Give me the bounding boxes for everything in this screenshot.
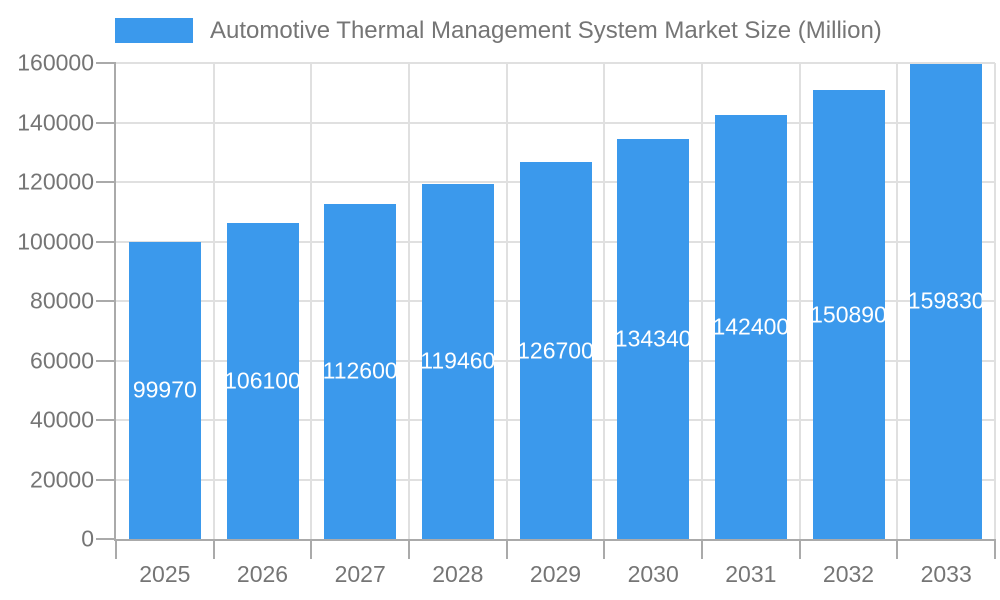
y-axis-tick: [96, 359, 116, 362]
y-gridline: [116, 62, 995, 64]
bar: 106100: [226, 223, 299, 539]
bar-value-label: 126700: [519, 337, 592, 364]
x-axis-tick: [212, 539, 215, 559]
y-axis-label: 140000: [17, 109, 94, 135]
y-axis-tick: [96, 121, 116, 124]
x-gridline: [798, 63, 801, 539]
y-axis-label: 160000: [17, 49, 94, 76]
y-axis-tick: [96, 181, 116, 183]
x-axis-label: 2032: [822, 561, 875, 587]
bar-value-label: 142400: [714, 313, 787, 340]
x-axis-label: 2033: [920, 561, 972, 587]
bar: 142400: [714, 115, 787, 539]
x-gridline: [505, 63, 508, 539]
bar-value-label: 99970: [132, 376, 197, 403]
bar-value-label: 134340: [617, 325, 690, 352]
x-axis-label: 2028: [432, 561, 484, 587]
x-axis-line: [114, 539, 995, 541]
y-axis-label: 60000: [30, 347, 94, 373]
x-gridline: [408, 63, 410, 539]
x-axis-tick: [798, 539, 801, 559]
x-axis-tick: [310, 539, 313, 559]
y-axis-line: [114, 63, 116, 539]
x-gridline: [994, 63, 996, 539]
x-axis-label: 2027: [334, 561, 386, 587]
y-axis-label: 80000: [30, 287, 94, 314]
x-axis-label: 2031: [725, 561, 777, 587]
y-axis-tick: [96, 62, 116, 64]
bar: 159830: [910, 63, 983, 539]
x-axis-tick: [603, 539, 606, 559]
x-axis-label: 2029: [529, 561, 582, 587]
legend-label[interactable]: Automotive Thermal Management System Mar…: [210, 17, 882, 44]
x-gridline: [603, 63, 606, 539]
bar: 126700: [519, 162, 592, 539]
legend[interactable]: Automotive Thermal Management System Mar…: [115, 17, 882, 45]
x-axis-label: 2030: [627, 561, 679, 587]
x-axis-tick: [896, 539, 899, 559]
x-gridline: [896, 63, 899, 539]
bar: 134340: [617, 139, 690, 539]
bar: 99970: [128, 241, 201, 539]
y-axis-tick: [96, 478, 116, 481]
y-axis-tick: [96, 419, 116, 421]
y-axis-tick: [96, 300, 116, 302]
legend-swatch-icon[interactable]: [115, 18, 193, 44]
x-gridline: [310, 63, 313, 539]
y-axis-tick: [96, 240, 116, 243]
y-axis-label: 0: [81, 525, 94, 552]
y-axis-tick: [96, 538, 116, 540]
y-gridline: [116, 121, 995, 124]
bar: 112600: [324, 204, 397, 539]
x-axis-label: 2025: [139, 561, 191, 587]
bar: 150890: [812, 90, 885, 539]
x-axis-label: 2026: [236, 561, 289, 587]
x-axis-tick: [701, 539, 703, 559]
y-axis-label: 20000: [30, 466, 94, 492]
x-axis-tick: [505, 539, 508, 559]
y-axis-label: 120000: [17, 168, 94, 195]
bar-value-label: 150890: [812, 301, 885, 328]
y-axis-label: 40000: [30, 406, 94, 433]
bar-value-label: 159830: [910, 287, 983, 314]
bar-value-label: 119460: [421, 347, 494, 374]
y-axis-label: 100000: [17, 228, 94, 254]
x-gridline: [212, 63, 215, 539]
x-axis-tick: [115, 539, 117, 559]
x-axis-tick: [408, 539, 410, 559]
x-gridline: [701, 63, 703, 539]
bar-value-label: 106100: [226, 367, 299, 394]
bar: 119460: [421, 183, 494, 539]
x-axis-tick: [994, 539, 996, 559]
bar-value-label: 112600: [324, 357, 397, 384]
